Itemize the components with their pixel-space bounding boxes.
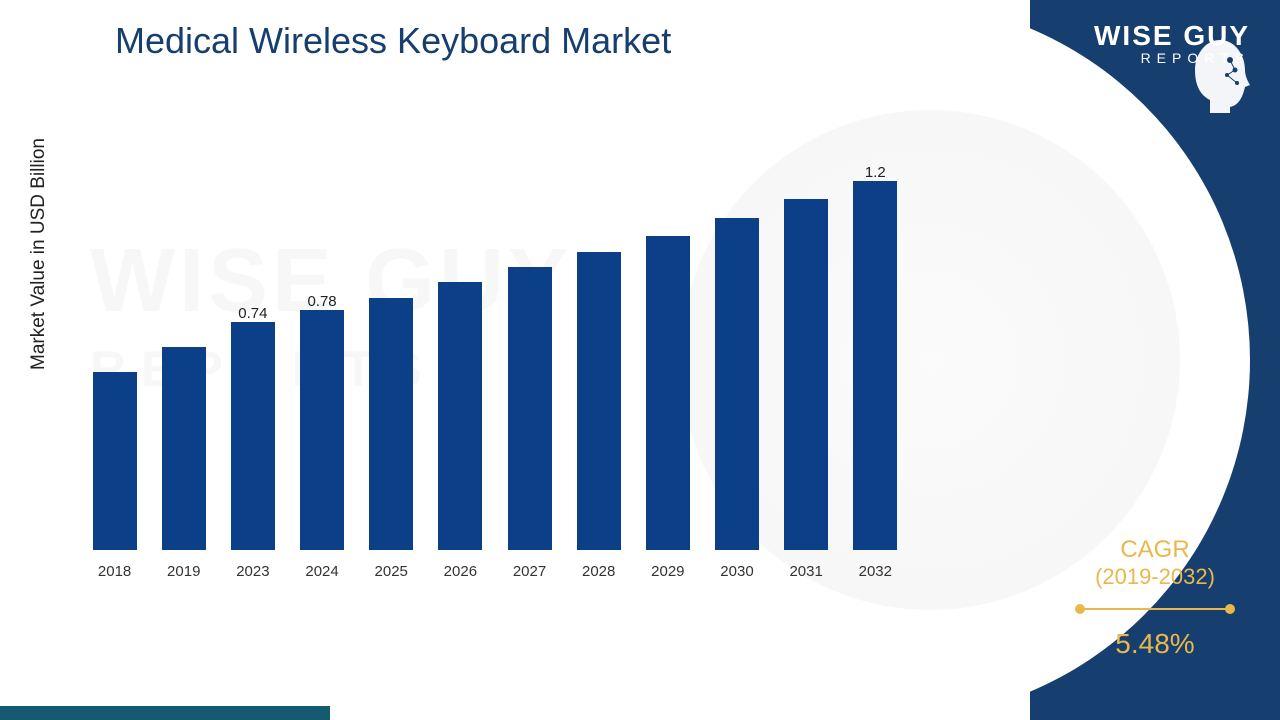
x-tick-label: 2019 [154, 563, 214, 580]
x-tick-label: 2024 [292, 563, 352, 580]
bar-value-label: 0.74 [238, 305, 267, 322]
bar [438, 282, 482, 550]
brand-logo: WISE GUY REPORTS [1094, 20, 1250, 66]
x-tick-label: 2025 [361, 563, 421, 580]
bar-wrapper [638, 236, 698, 550]
x-axis-labels: 2018 2019 2023 2024 2025 2026 2027 2028 2029 2030… [80, 563, 910, 580]
bar [715, 218, 759, 550]
chart-title: Medical Wireless Keyboard Market [115, 20, 671, 62]
cagr-box: CAGR (2019-2032) 5.48% [1060, 536, 1250, 660]
cagr-divider [1080, 608, 1230, 610]
bar [162, 347, 206, 550]
bar-value-label: 0.78 [307, 293, 336, 310]
bars-container: 0.740.781.2 [80, 150, 910, 550]
bar-wrapper [707, 218, 767, 550]
bar-wrapper [430, 282, 490, 550]
bar-chart: 0.740.781.2 2018201920232024202520262027… [80, 150, 910, 580]
bar [369, 298, 413, 550]
x-tick-label: 2018 [85, 563, 145, 580]
bar [93, 372, 137, 550]
bar-wrapper [776, 199, 836, 550]
bar [231, 322, 275, 550]
x-tick-label: 2031 [776, 563, 836, 580]
x-tick-label: 2030 [707, 563, 767, 580]
bar [784, 199, 828, 550]
cagr-title: CAGR [1060, 536, 1250, 564]
bar [853, 181, 897, 550]
bar-value-label: 1.2 [865, 164, 886, 181]
bar [300, 310, 344, 550]
bar-wrapper [154, 347, 214, 550]
bar-wrapper [500, 267, 560, 550]
x-tick-label: 2029 [638, 563, 698, 580]
bar-wrapper [85, 372, 145, 550]
x-tick-label: 2032 [845, 563, 905, 580]
y-axis-label: Market Value in USD Billion [28, 138, 50, 370]
bar-wrapper: 1.2 [845, 181, 905, 550]
bar-wrapper [569, 252, 629, 550]
cagr-period: (2019-2032) [1060, 564, 1250, 590]
bottom-accent-bar [0, 706, 330, 720]
bar-wrapper: 0.78 [292, 310, 352, 550]
x-tick-label: 2023 [223, 563, 283, 580]
x-tick-label: 2027 [500, 563, 560, 580]
cagr-value: 5.48% [1060, 628, 1250, 660]
bar [646, 236, 690, 550]
x-tick-label: 2026 [430, 563, 490, 580]
x-tick-label: 2028 [569, 563, 629, 580]
bar-wrapper [361, 298, 421, 550]
bar-wrapper: 0.74 [223, 322, 283, 550]
bar [577, 252, 621, 550]
logo-head-icon [1185, 35, 1255, 115]
bar [508, 267, 552, 550]
